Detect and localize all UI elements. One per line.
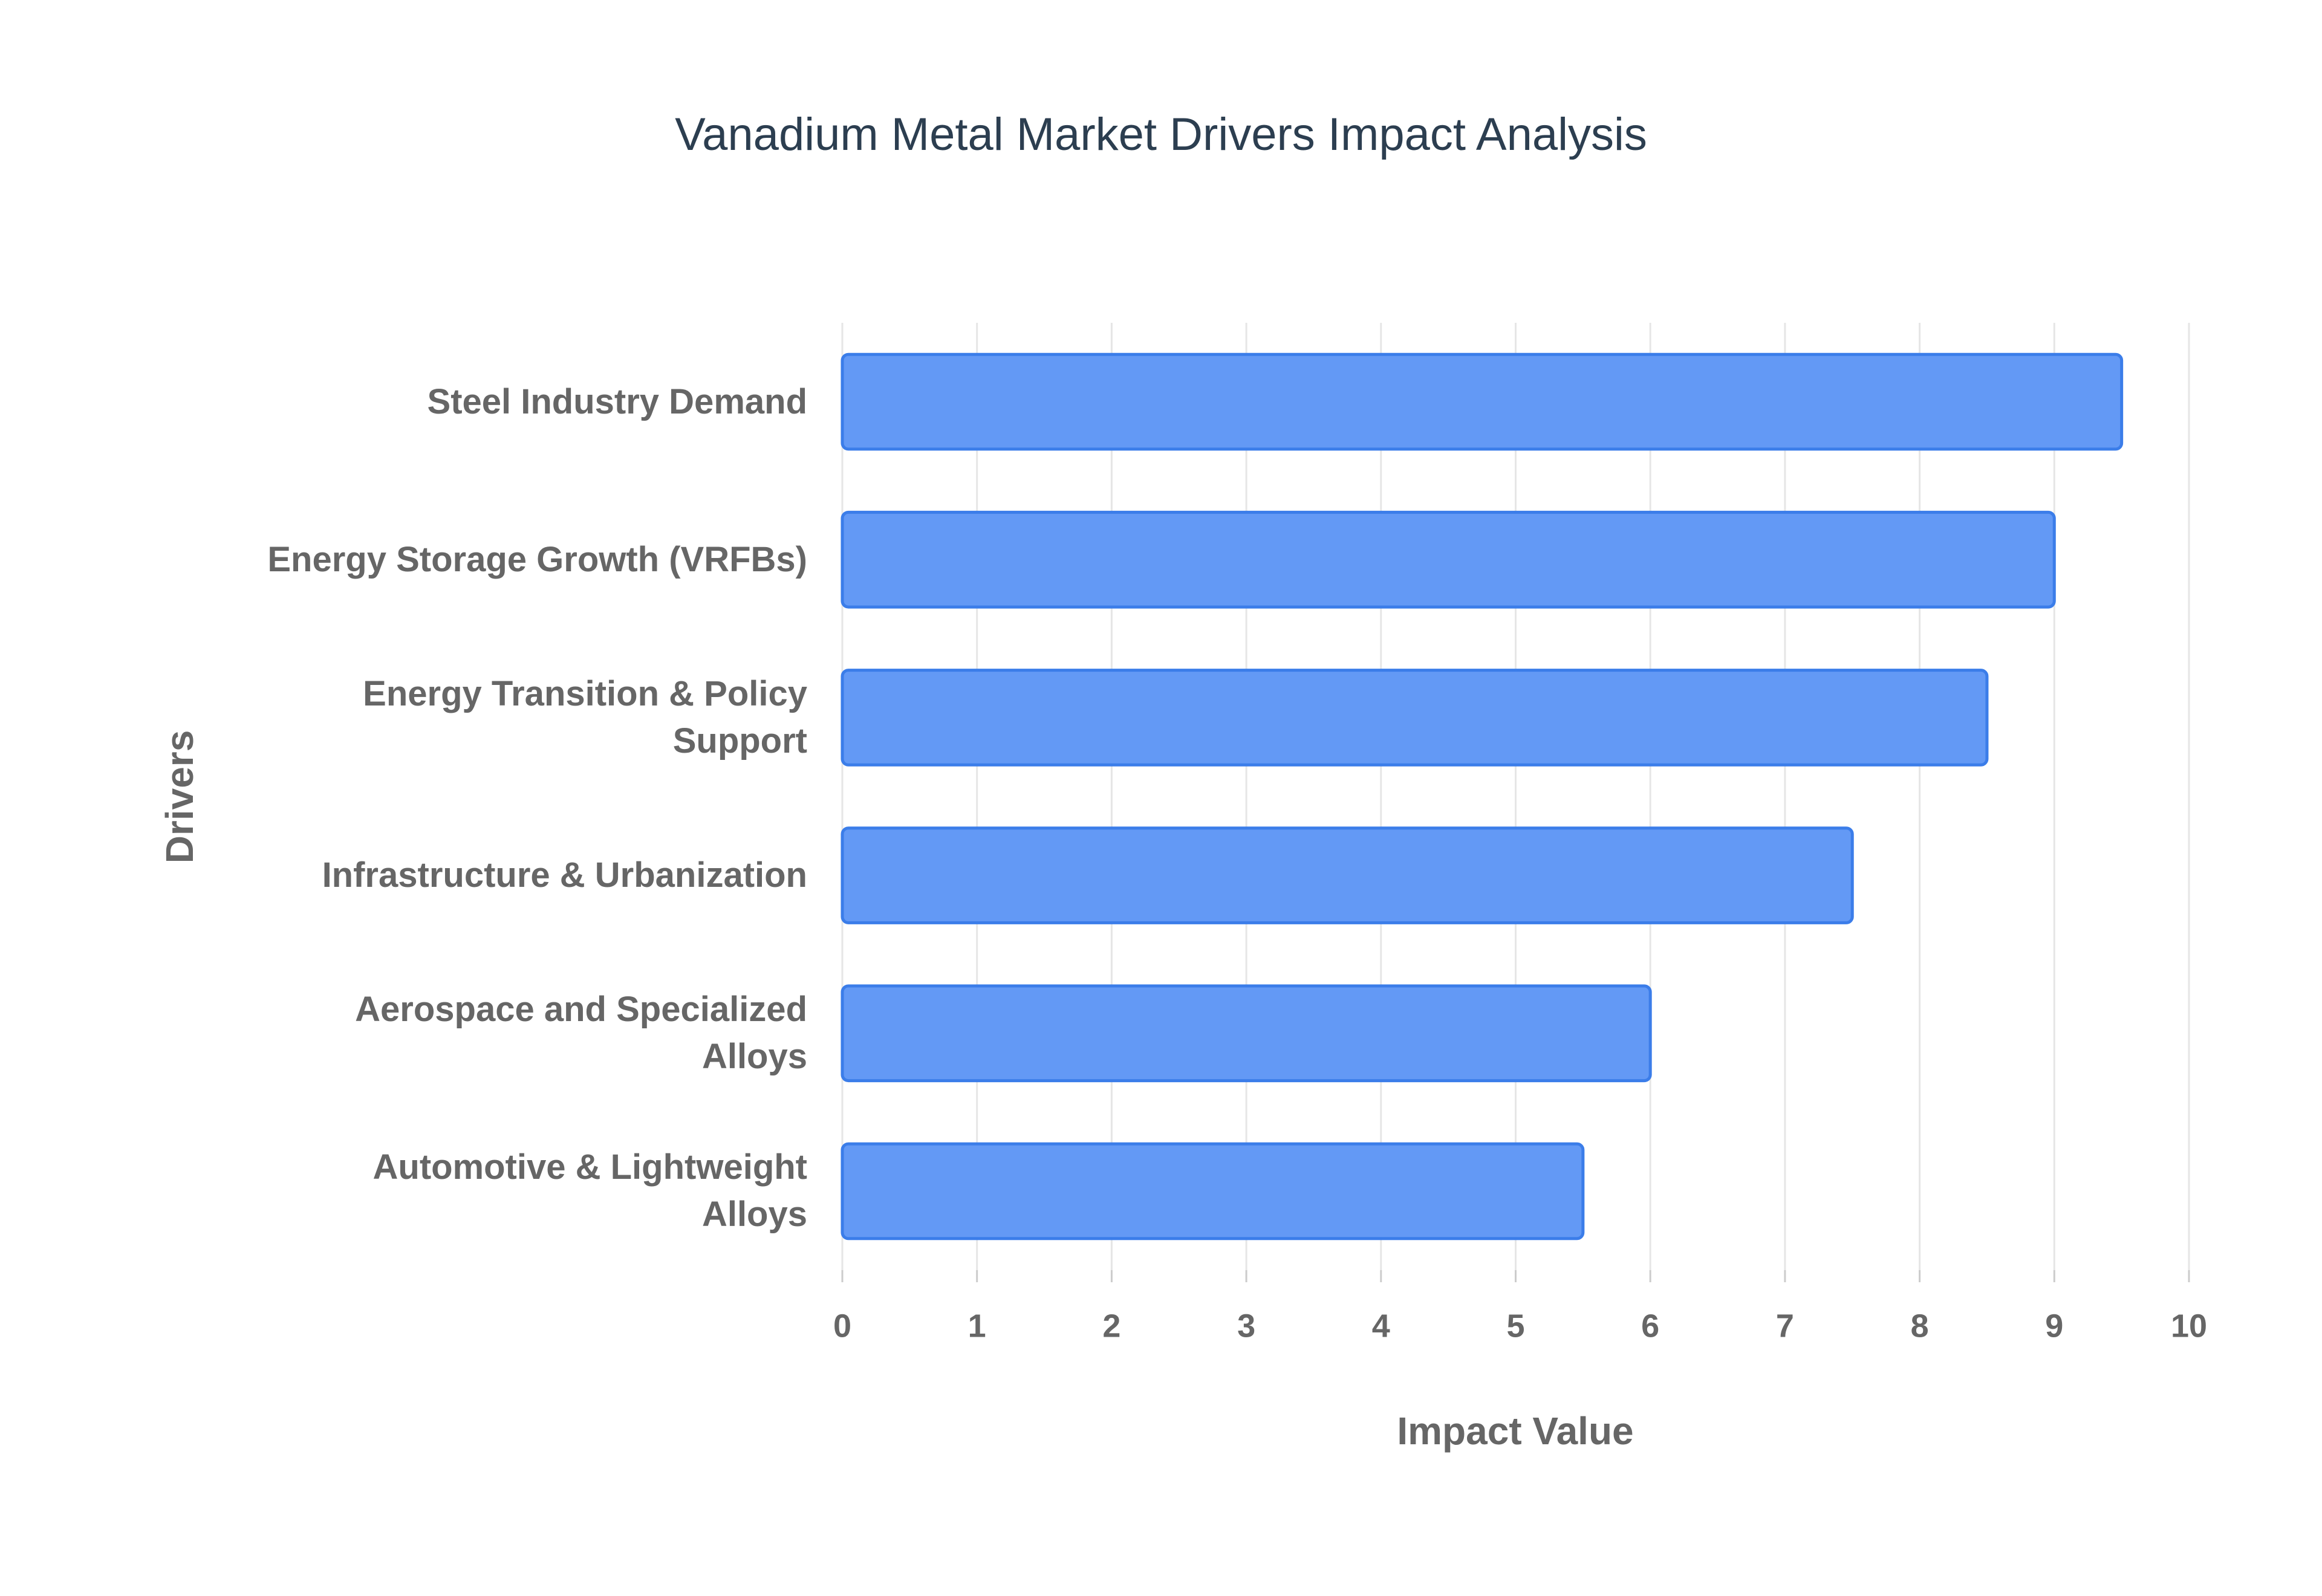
y-tick-label: Aerospace and Specialized Alloys <box>355 990 807 1077</box>
x-tick-label: 1 <box>968 1308 986 1344</box>
y-tick-label: Steel Industry Demand <box>427 381 807 421</box>
y-tick-label: Infrastructure & Urbanization <box>322 855 807 895</box>
y-tick-label: Energy Storage Growth (VRFBs) <box>267 539 807 579</box>
y-axis-title: Drivers <box>158 730 201 864</box>
y-tick-label: Energy Transition & Policy Support <box>363 673 807 761</box>
bar <box>841 510 2056 609</box>
x-tick-label: 10 <box>2171 1308 2207 1344</box>
bar <box>841 1142 1585 1241</box>
x-tick-label: 5 <box>1506 1308 1524 1344</box>
x-tick-label: 3 <box>1237 1308 1255 1344</box>
bar <box>841 352 2124 451</box>
x-tick-label: 2 <box>1102 1308 1120 1344</box>
x-tick-label: 9 <box>2045 1308 2063 1344</box>
x-tick-label: 0 <box>833 1308 851 1344</box>
x-tick-label: 7 <box>1776 1308 1794 1344</box>
x-tick-label: 8 <box>1911 1308 1929 1344</box>
bar <box>841 669 1989 767</box>
bar <box>841 984 1652 1083</box>
x-axis-title: Impact Value <box>1397 1409 1633 1453</box>
x-tick-label: 6 <box>1641 1308 1659 1344</box>
chart-title: Vanadium Metal Market Drivers Impact Ana… <box>675 109 1647 160</box>
bar <box>841 826 1854 924</box>
x-tick-label: 4 <box>1372 1308 1390 1344</box>
y-tick-label: Automotive & Lightweight Alloys <box>372 1147 808 1234</box>
